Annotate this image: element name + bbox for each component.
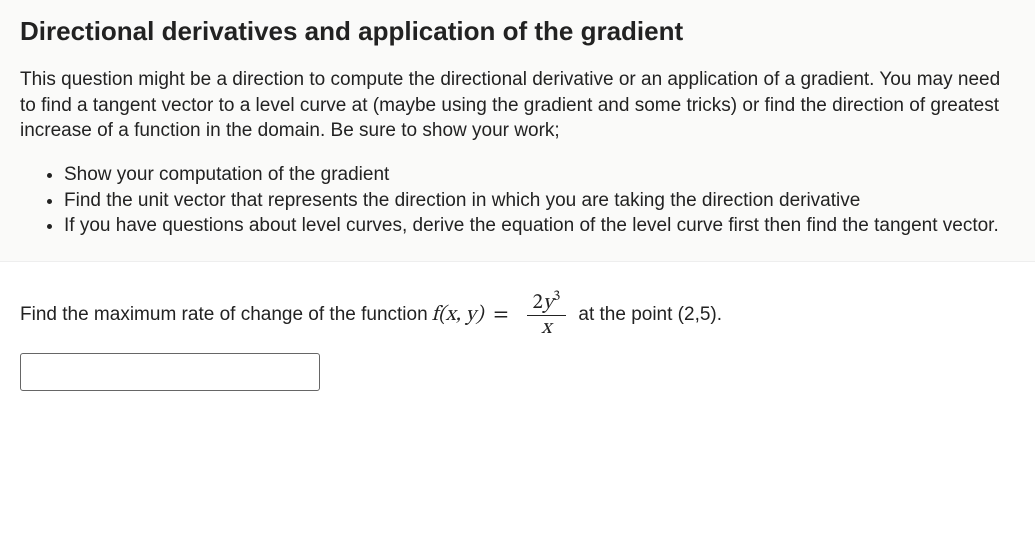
instructions-block: Directional derivatives and application … xyxy=(0,0,1035,262)
question-pre-text: Find the maximum rate of change of the f… xyxy=(20,304,428,326)
math-fraction: 2y3 x xyxy=(527,292,567,339)
answer-input[interactable] xyxy=(20,353,320,391)
intro-paragraph: This question might be a direction to co… xyxy=(20,67,1015,144)
fraction-denominator: x xyxy=(535,317,557,339)
question-post-text: at the point (2,5). xyxy=(578,304,722,326)
instructions-list: Show your computation of the gradient Fi… xyxy=(20,162,1015,239)
num-coef: 2 xyxy=(533,292,543,313)
math-equals: = xyxy=(487,302,514,328)
num-exp: 3 xyxy=(553,290,560,304)
question-block: Find the maximum rate of change of the f… xyxy=(0,262,1035,407)
page-title: Directional derivatives and application … xyxy=(20,16,1015,47)
list-item: Show your computation of the gradient xyxy=(64,162,1015,188)
question-text: Find the maximum rate of change of the f… xyxy=(20,292,1015,339)
fraction-bar xyxy=(527,315,567,316)
num-var: y xyxy=(543,292,553,313)
list-item: Find the unit vector that represents the… xyxy=(64,188,1015,214)
math-function-label: f(x, y) xyxy=(432,302,484,328)
fraction-numerator: 2y3 xyxy=(527,292,567,314)
page-root: Directional derivatives and application … xyxy=(0,0,1035,407)
list-item: If you have questions about level curves… xyxy=(64,213,1015,239)
